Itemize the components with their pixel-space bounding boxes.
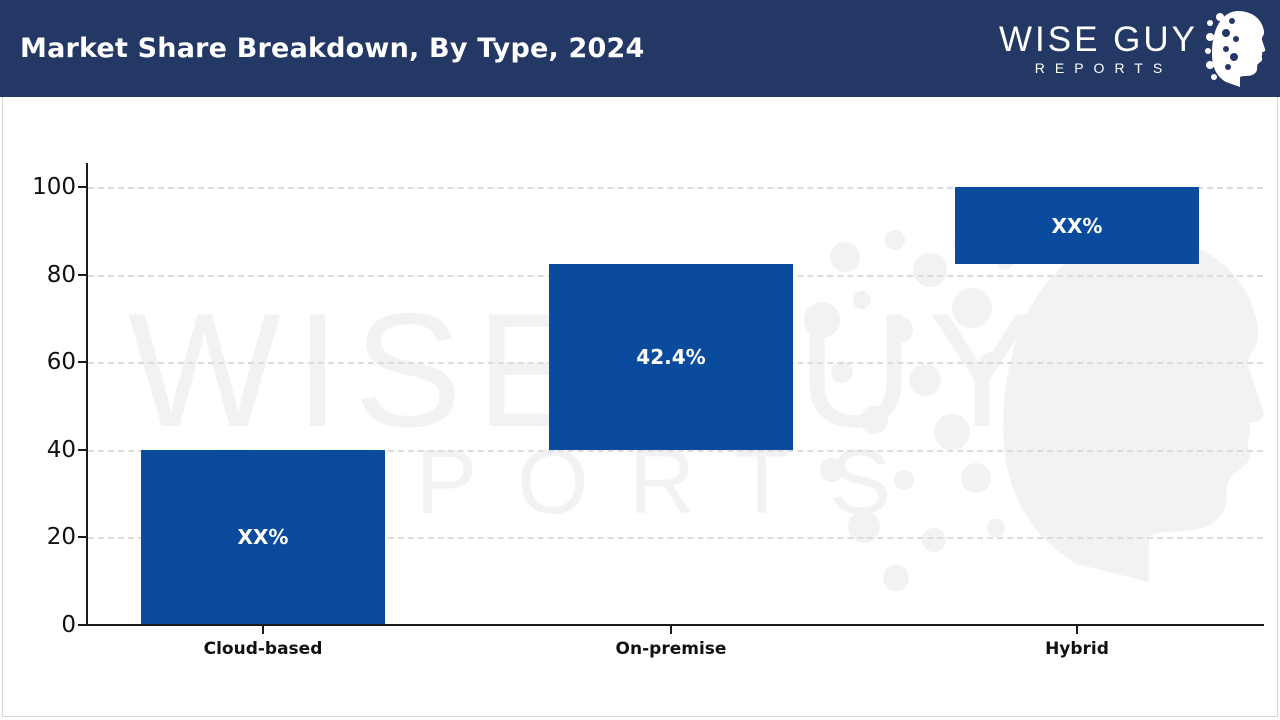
y-tick-label-20: 20: [46, 524, 76, 551]
gridline-20: [88, 537, 1263, 540]
brand-subtext: REPORTS: [1034, 60, 1173, 77]
x-category-label-1: On-premise: [615, 639, 727, 659]
bar-segment-hybrid: XX%: [955, 187, 1199, 265]
bar-value-label: XX%: [237, 525, 289, 550]
y-tick-label-100: 100: [32, 174, 76, 200]
brand-face-icon: [1205, 11, 1266, 87]
x-tick-mark-2: [1076, 626, 1078, 634]
gridline-100: [88, 187, 1263, 189]
x-axis-line: [86, 624, 1264, 626]
x-tick-mark-1: [670, 626, 672, 634]
watermark-dotted-face: [804, 230, 1264, 591]
brand-logo-text: WISE GUY REPORTS: [998, 19, 1198, 77]
y-tick-label-80: 80: [46, 261, 76, 288]
x-tick-mark-0: [262, 626, 264, 634]
gridline-40: [88, 449, 1263, 452]
bar-value-label: XX%: [1051, 213, 1103, 238]
y-tick-label-60: 60: [46, 349, 76, 376]
y-tick-mark-100: [78, 186, 87, 188]
y-tick-mark-0: [78, 624, 87, 626]
brand-logo: WISE GUY REPORTS: [999, 8, 1266, 90]
bar-segment-cloud-based: XX%: [141, 449, 385, 625]
y-tick-mark-40: [78, 448, 87, 451]
y-tick-label-0: 0: [61, 612, 76, 638]
header-bar: Market Share Breakdown, By Type, 2024 WI…: [0, 0, 1280, 97]
brand-wordmark: WISE GUY: [998, 19, 1198, 59]
y-tick-mark-60: [78, 361, 87, 364]
bar-segment-on-premise: 42.4%: [549, 264, 793, 450]
x-category-label-2: Hybrid: [1045, 639, 1109, 659]
chart-title: Market Share Breakdown, By Type, 2024: [20, 33, 645, 64]
x-category-label-0: Cloud-based: [203, 639, 323, 659]
bar-value-label: 42.4%: [636, 344, 706, 369]
y-axis-line: [86, 163, 88, 626]
y-tick-mark-80: [78, 273, 87, 276]
y-tick-mark-20: [78, 536, 87, 539]
y-tick-label-40: 40: [46, 436, 76, 463]
